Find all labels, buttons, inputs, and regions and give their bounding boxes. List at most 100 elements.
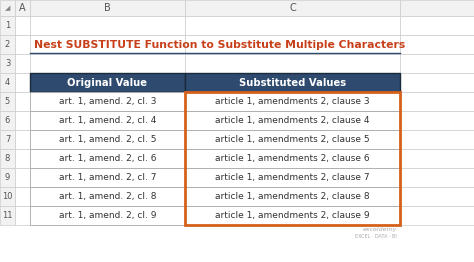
Bar <box>15 206 30 225</box>
Bar <box>30 149 185 168</box>
Bar <box>0 168 15 187</box>
Bar <box>185 92 400 225</box>
Bar <box>30 130 185 149</box>
Bar <box>185 92 400 111</box>
Text: art. 1, amend. 2, cl. 4: art. 1, amend. 2, cl. 4 <box>59 116 156 125</box>
Bar <box>400 73 474 92</box>
Bar <box>15 92 30 111</box>
Text: article 1, amendments 2, clause 8: article 1, amendments 2, clause 8 <box>215 192 370 201</box>
Bar <box>15 168 30 187</box>
Bar <box>185 54 400 73</box>
Bar <box>15 0 30 16</box>
Bar <box>30 206 185 225</box>
Bar <box>30 130 185 149</box>
Bar <box>30 92 185 111</box>
Bar <box>15 111 30 130</box>
Text: art. 1, amend. 2, cl. 8: art. 1, amend. 2, cl. 8 <box>59 192 156 201</box>
Bar <box>30 187 185 206</box>
Text: art. 1, amend. 2, cl. 9: art. 1, amend. 2, cl. 9 <box>59 211 156 220</box>
Text: article 1, amendments 2, clause 3: article 1, amendments 2, clause 3 <box>215 97 370 106</box>
Bar <box>0 111 15 130</box>
Text: 3: 3 <box>5 59 10 68</box>
Text: C: C <box>289 3 296 13</box>
Text: art. 1, amend. 2, cl. 5: art. 1, amend. 2, cl. 5 <box>59 135 156 144</box>
Bar <box>185 130 400 149</box>
Text: 2: 2 <box>5 40 10 49</box>
Bar <box>185 149 400 168</box>
Bar <box>15 130 30 149</box>
Bar <box>185 168 400 187</box>
Bar <box>400 16 474 35</box>
Bar <box>15 35 30 54</box>
Bar <box>30 73 185 92</box>
Text: B: B <box>104 3 111 13</box>
Bar <box>15 54 30 73</box>
Bar <box>185 187 400 206</box>
Bar <box>400 149 474 168</box>
Bar <box>0 149 15 168</box>
Bar <box>15 149 30 168</box>
Bar <box>185 111 400 130</box>
Text: 1: 1 <box>5 21 10 30</box>
Bar <box>30 54 185 73</box>
Bar <box>0 73 15 92</box>
Text: 7: 7 <box>5 135 10 144</box>
Text: Substituted Values: Substituted Values <box>239 78 346 88</box>
Text: exceldemy: exceldemy <box>363 227 397 232</box>
Text: art. 1, amend. 2, cl. 7: art. 1, amend. 2, cl. 7 <box>59 173 156 182</box>
Bar <box>15 187 30 206</box>
Text: A: A <box>19 3 26 13</box>
Bar <box>30 0 185 16</box>
Bar <box>15 16 30 35</box>
Bar <box>30 168 185 187</box>
Bar <box>185 35 400 54</box>
Bar <box>185 130 400 149</box>
Bar <box>185 111 400 130</box>
Bar <box>30 111 185 130</box>
Bar <box>185 206 400 225</box>
Bar <box>0 35 15 54</box>
Bar <box>185 206 400 225</box>
Bar <box>30 35 185 54</box>
Bar <box>400 54 474 73</box>
Bar <box>400 187 474 206</box>
Bar <box>0 0 15 16</box>
Bar <box>30 168 185 187</box>
Bar <box>30 73 185 92</box>
Text: ◢: ◢ <box>5 5 10 11</box>
Bar <box>185 73 400 92</box>
Bar <box>0 187 15 206</box>
Text: 5: 5 <box>5 97 10 106</box>
Bar <box>400 130 474 149</box>
Text: article 1, amendments 2, clause 9: article 1, amendments 2, clause 9 <box>215 211 370 220</box>
Bar <box>185 168 400 187</box>
Bar <box>30 206 185 225</box>
Bar <box>0 16 15 35</box>
Text: 8: 8 <box>5 154 10 163</box>
Bar <box>30 16 185 35</box>
Bar <box>0 54 15 73</box>
Bar <box>400 168 474 187</box>
Bar <box>0 206 15 225</box>
Bar <box>400 92 474 111</box>
Bar <box>0 130 15 149</box>
Bar <box>185 73 400 92</box>
Bar <box>15 73 30 92</box>
Text: 4: 4 <box>5 78 10 87</box>
Text: article 1, amendments 2, clause 4: article 1, amendments 2, clause 4 <box>215 116 370 125</box>
Text: art. 1, amend. 2, cl. 3: art. 1, amend. 2, cl. 3 <box>59 97 156 106</box>
Text: 6: 6 <box>5 116 10 125</box>
Text: 11: 11 <box>2 211 13 220</box>
Text: article 1, amendments 2, clause 6: article 1, amendments 2, clause 6 <box>215 154 370 163</box>
Text: EXCEL · DATA · BI: EXCEL · DATA · BI <box>355 234 397 239</box>
Bar <box>30 92 185 111</box>
Bar <box>185 149 400 168</box>
Text: article 1, amendments 2, clause 5: article 1, amendments 2, clause 5 <box>215 135 370 144</box>
Bar <box>0 92 15 111</box>
Bar <box>400 206 474 225</box>
Bar <box>30 187 185 206</box>
Bar <box>185 0 400 16</box>
Text: art. 1, amend. 2, cl. 6: art. 1, amend. 2, cl. 6 <box>59 154 156 163</box>
Text: 9: 9 <box>5 173 10 182</box>
Bar <box>400 35 474 54</box>
